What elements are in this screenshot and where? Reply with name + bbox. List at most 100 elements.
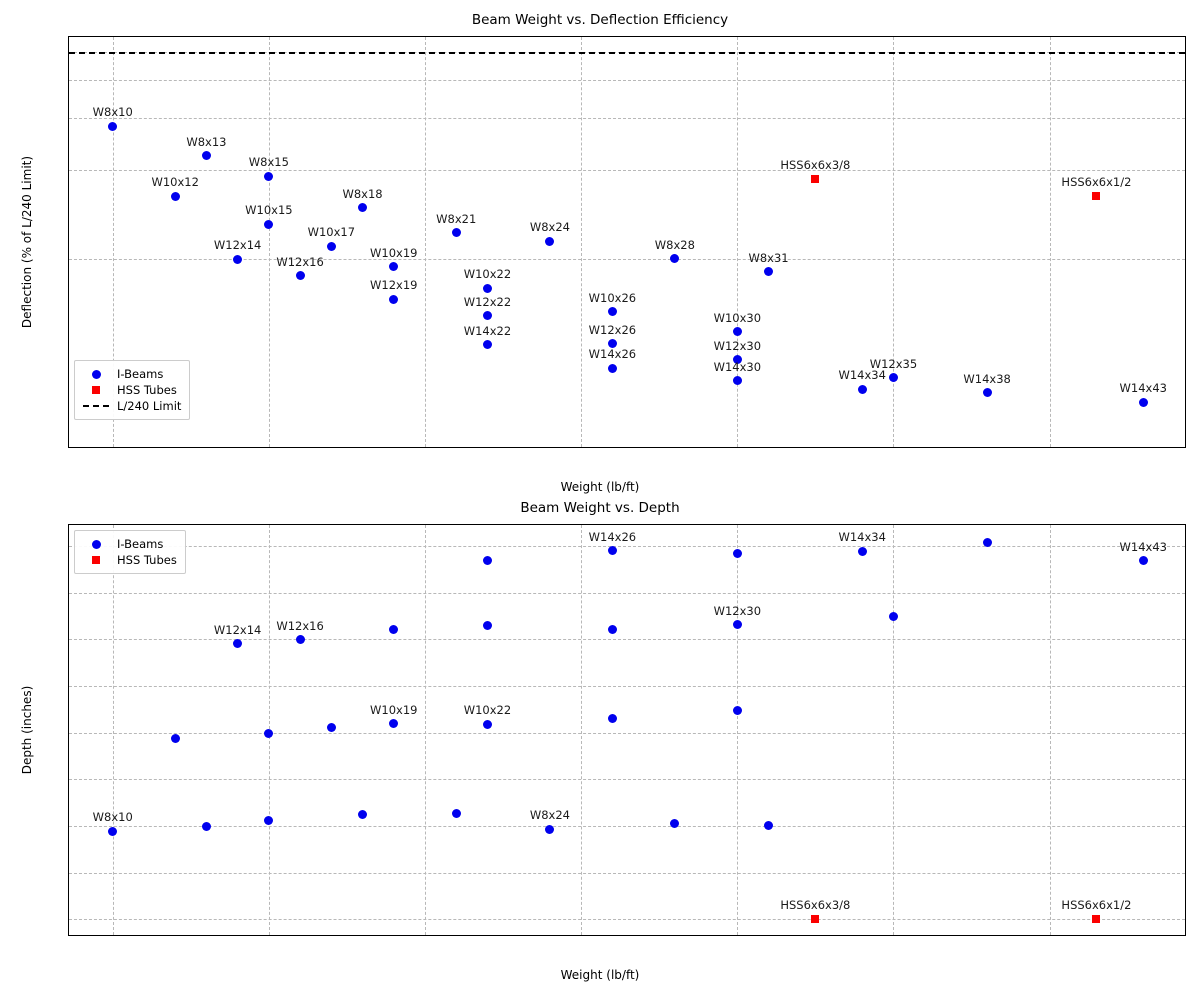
data-point-label: HSS6x6x1/2 (1061, 175, 1132, 190)
data-point[interactable] (732, 705, 742, 715)
data-point[interactable] (264, 171, 274, 181)
data-point[interactable] (1138, 397, 1148, 407)
data-point[interactable] (264, 728, 274, 738)
x-axis-tick-mark (113, 447, 114, 448)
gridline-vertical (1049, 37, 1051, 447)
data-point[interactable] (201, 821, 211, 831)
data-point[interactable] (607, 339, 617, 349)
data-point-label: W12x19 (370, 278, 418, 293)
gridline-horizontal (69, 872, 1185, 874)
x-axis-tick-mark (893, 447, 894, 448)
data-point[interactable] (389, 719, 399, 729)
data-point[interactable] (108, 826, 118, 836)
data-point[interactable] (545, 236, 555, 246)
data-point[interactable] (170, 191, 180, 201)
data-point[interactable] (1092, 915, 1101, 924)
data-point[interactable] (545, 824, 555, 834)
data-point[interactable] (108, 121, 118, 131)
data-point[interactable] (482, 340, 492, 350)
data-point[interactable] (811, 915, 820, 924)
data-point-label: W10x22 (463, 703, 512, 718)
legend-item[interactable]: L/240 Limit (81, 398, 181, 414)
data-point[interactable] (451, 228, 461, 238)
y-axis-tick-mark (68, 779, 69, 780)
data-point[interactable] (764, 267, 774, 276)
data-point[interactable] (482, 283, 492, 293)
x-axis-label: Weight (lb/ft) (560, 480, 640, 494)
data-point-label: W8x28 (654, 237, 695, 252)
square-marker-icon (81, 556, 111, 564)
data-point[interactable] (264, 219, 274, 229)
data-point[interactable] (482, 719, 492, 729)
data-point[interactable] (607, 363, 617, 373)
data-point[interactable] (233, 254, 243, 264)
chart-panel-deflection: Beam Weight vs. Deflection Efficiency 20… (20, 12, 1186, 494)
data-point[interactable] (732, 549, 742, 559)
data-point[interactable] (358, 203, 368, 213)
data-point[interactable] (732, 355, 742, 365)
data-point-label: W8x31 (748, 250, 789, 265)
gridline-vertical (1049, 525, 1051, 935)
data-point[interactable] (670, 818, 680, 828)
legend-item[interactable]: HSS Tubes (81, 552, 177, 568)
data-point[interactable] (764, 821, 774, 831)
x-axis-tick-mark (581, 447, 582, 448)
data-point[interactable] (982, 537, 992, 547)
data-point[interactable] (233, 639, 243, 648)
legend-item[interactable]: I-Beams (81, 536, 177, 552)
data-point-label: W8x21 (436, 211, 477, 226)
data-point[interactable] (389, 262, 399, 272)
data-point[interactable] (732, 376, 742, 386)
legend-label: I-Beams (117, 537, 164, 551)
data-point[interactable] (670, 254, 680, 264)
data-point-label: W12x14 (213, 238, 262, 253)
data-point[interactable] (1138, 556, 1148, 566)
data-point[interactable] (295, 271, 305, 281)
data-point[interactable] (982, 388, 992, 398)
data-point[interactable] (888, 373, 898, 383)
data-point-label: W14x26 (588, 529, 637, 544)
data-point[interactable] (732, 620, 742, 630)
data-point-label: W12x35 (869, 356, 918, 371)
gridline-horizontal (69, 259, 1185, 261)
y-axis-tick-mark (68, 593, 69, 594)
gridline-vertical (112, 37, 114, 447)
data-point[interactable] (295, 635, 305, 645)
data-point[interactable] (358, 809, 368, 819)
data-point[interactable] (607, 546, 617, 556)
chart-legend[interactable]: I-Beams HSS Tubes (74, 530, 186, 574)
data-point[interactable] (607, 714, 617, 724)
data-point[interactable] (1092, 192, 1101, 201)
data-point[interactable] (857, 384, 867, 394)
y-axis-tick-mark (68, 639, 69, 640)
x-axis-tick-mark (113, 935, 114, 936)
data-point[interactable] (326, 241, 336, 251)
legend-item[interactable]: HSS Tubes (81, 382, 181, 398)
data-point[interactable] (389, 294, 399, 304)
data-point[interactable] (201, 151, 211, 161)
x-axis-tick-mark (893, 935, 894, 936)
data-point[interactable] (170, 734, 180, 744)
data-point[interactable] (888, 612, 898, 622)
data-point[interactable] (857, 546, 867, 556)
data-point[interactable] (607, 625, 617, 635)
chart-title: Beam Weight vs. Depth (520, 500, 680, 516)
data-point[interactable] (607, 307, 617, 317)
data-point-label: W12x14 (213, 622, 262, 637)
legend-label: HSS Tubes (117, 383, 177, 397)
data-point[interactable] (482, 311, 492, 321)
data-point[interactable] (389, 625, 399, 635)
chart-legend[interactable]: I-Beams HSS Tubes L/240 Limit (74, 360, 191, 420)
legend-item[interactable]: I-Beams (81, 366, 181, 382)
data-point[interactable] (326, 723, 336, 732)
data-point[interactable] (451, 808, 461, 818)
data-point[interactable] (482, 621, 492, 631)
data-point[interactable] (264, 816, 274, 826)
data-point[interactable] (482, 556, 492, 566)
data-point[interactable] (732, 327, 742, 337)
gridline-vertical (268, 37, 270, 447)
data-point[interactable] (811, 174, 820, 183)
data-point-label: W12x16 (276, 254, 324, 269)
plot-area: 6789101112131410152025303540W8x10W12x14W… (68, 524, 1186, 936)
